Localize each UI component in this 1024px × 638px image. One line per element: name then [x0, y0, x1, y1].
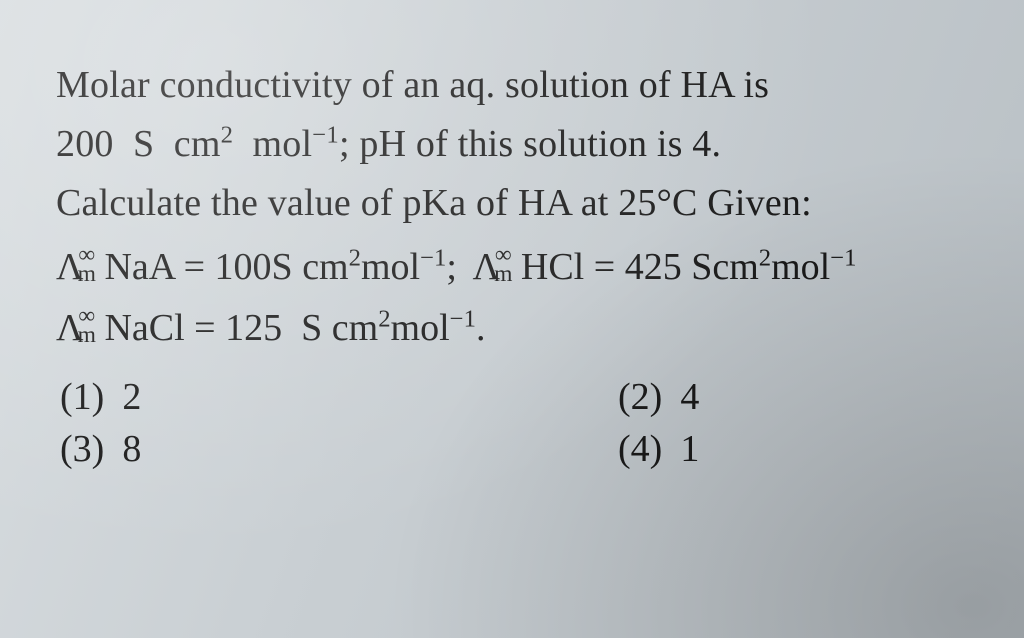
unit-s: S	[133, 123, 154, 165]
val-100: 100	[215, 246, 272, 288]
option-num: (4)	[618, 427, 662, 471]
lambda-symbol: Λ ∞ m	[56, 239, 84, 296]
option-val: 1	[680, 427, 699, 471]
unit-s-3: S	[301, 307, 322, 349]
unit-cm2-1: cm2	[302, 246, 361, 288]
lambda-symbol-3: Λ ∞ m	[56, 300, 84, 357]
given-line-1: Λ ∞ m NaA = 100S cm2mol−1; Λ ∞ m HCl = 4…	[56, 239, 976, 296]
unit-cm2: cm2	[174, 123, 233, 165]
unit-s-1: S	[272, 246, 293, 288]
unit-s-2: S	[691, 246, 712, 288]
equals-2: =	[594, 246, 615, 288]
option-num: (2)	[618, 375, 662, 419]
period: .	[476, 307, 486, 349]
options-grid: (1) 2 (2) 4 (3) 8 (4) 1	[56, 375, 976, 471]
unit-mol-1: mol−1	[253, 123, 339, 165]
option-4[interactable]: (4) 1	[618, 427, 976, 471]
question-card: Molar conductivity of an aq. solution of…	[0, 0, 1024, 638]
option-val: 8	[122, 427, 141, 471]
val-125: 125	[225, 307, 282, 349]
unit-mol-1a: mol−1	[361, 246, 446, 288]
semicolon: ;	[446, 246, 457, 288]
option-num: (3)	[60, 427, 104, 471]
option-val: 2	[122, 375, 141, 419]
unit-mol-1b: mol−1	[771, 246, 856, 288]
unit-mol-1c: mol−1	[391, 307, 476, 349]
val-425: 425	[625, 246, 682, 288]
unit-cm2-3: cm2	[332, 307, 391, 349]
equals-1: =	[184, 246, 205, 288]
question-line-2: 200 S cm2 mol−1; pH of this solution is …	[56, 115, 976, 174]
species-hcl: HCl	[521, 246, 584, 288]
option-2[interactable]: (2) 4	[618, 375, 976, 419]
option-num: (1)	[60, 375, 104, 419]
option-1[interactable]: (1) 2	[60, 375, 418, 419]
option-val: 4	[680, 375, 699, 419]
question-line-1: Molar conductivity of an aq. solution of…	[56, 56, 976, 115]
question-line-3: Calculate the value of pKa of HA at 25°C…	[56, 174, 976, 233]
given-line-2: Λ ∞ m NaCl = 125 S cm2mol−1.	[56, 300, 976, 357]
equals-3: =	[194, 307, 215, 349]
option-3[interactable]: (3) 8	[60, 427, 418, 471]
value-200: 200	[56, 123, 114, 165]
unit-cm2-2: cm2	[712, 246, 771, 288]
line2-tail: ; pH of this solution is 4.	[339, 123, 721, 165]
species-naa: NaA	[104, 246, 174, 288]
lambda-symbol-2: Λ ∞ m	[472, 239, 500, 296]
species-nacl: NaCl	[104, 307, 184, 349]
